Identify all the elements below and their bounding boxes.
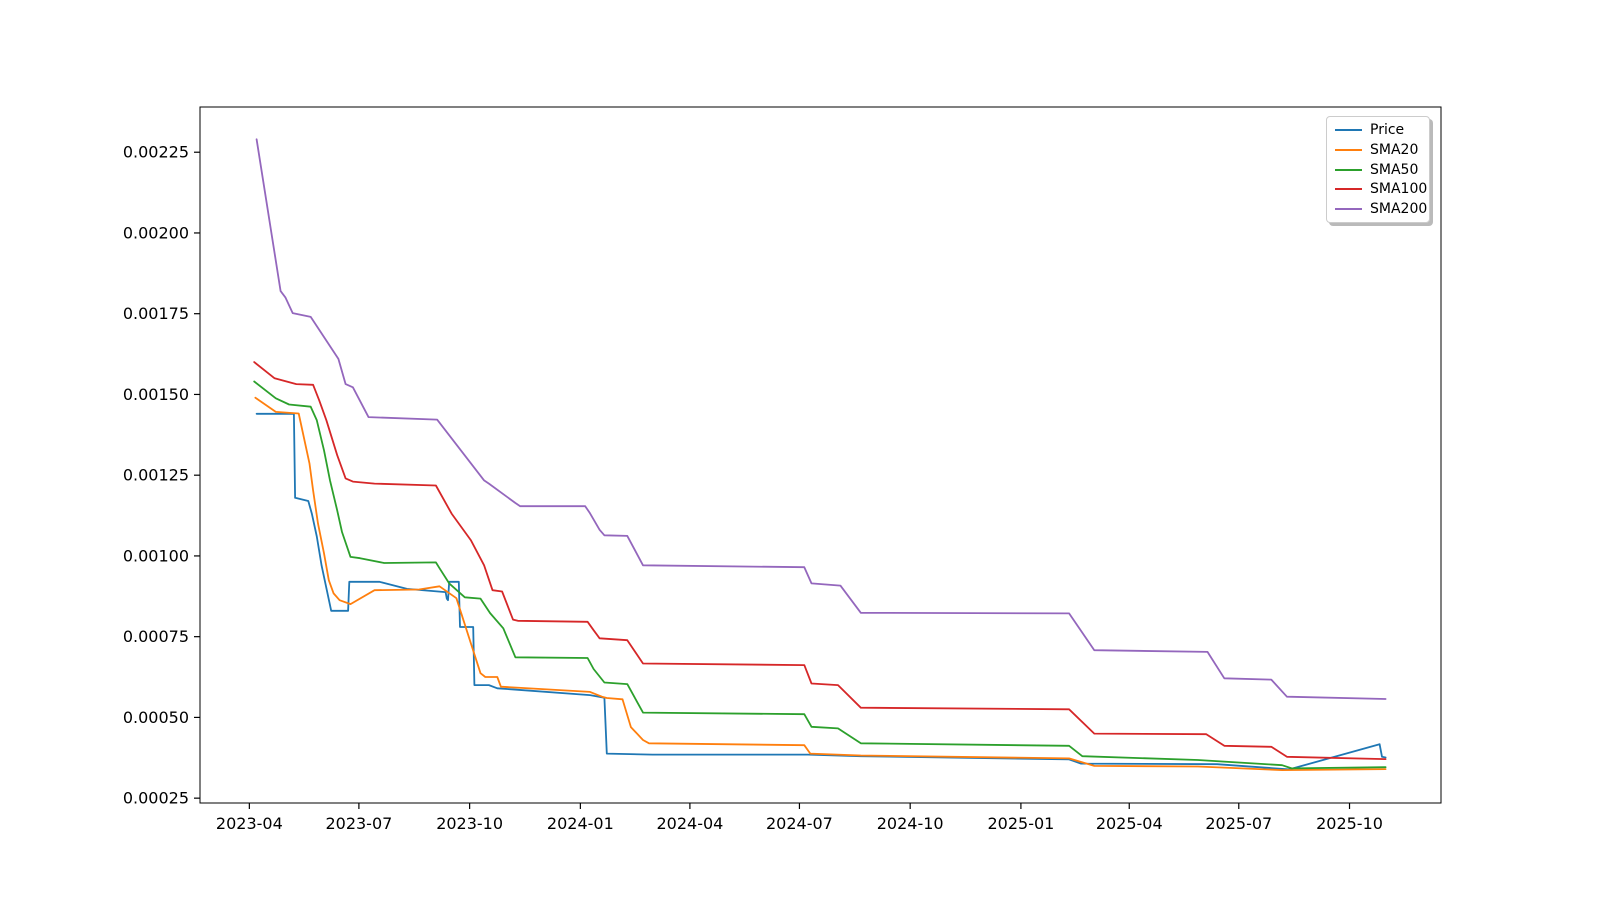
legend-label: Price (1370, 122, 1405, 138)
y-axis-tick-label: 0.00100 (123, 546, 189, 565)
legend-item-sma100: SMA100 (1335, 182, 1427, 196)
legend-item-sma20: SMA20 (1335, 143, 1421, 157)
y-axis-tick-label: 0.00225 (123, 143, 189, 162)
x-axis-tick-label: 2024-10 (877, 814, 944, 833)
x-axis-tick-label: 2025-01 (987, 814, 1054, 833)
x-axis-tick-label: 2024-07 (766, 814, 833, 833)
y-axis-tick-label: 0.00175 (123, 304, 189, 323)
y-axis-tick-label: 0.00075 (123, 627, 189, 646)
x-axis-tick-label: 2023-07 (325, 814, 392, 833)
legend-line-swatch-sma50 (1335, 168, 1362, 171)
y-axis-tick-label: 0.00125 (123, 466, 189, 485)
series-line-sma100 (253, 361, 1387, 760)
legend-label: SMA50 (1370, 161, 1419, 178)
x-axis-tick-label: 2025-04 (1096, 814, 1163, 833)
series-line-price (255, 412, 1387, 771)
legend-label: SMA100 (1370, 181, 1428, 198)
y-axis-tick-label: 0.00025 (123, 789, 189, 808)
y-axis-tick-label: 0.00050 (123, 708, 189, 727)
legend-line-swatch-sma20 (1335, 148, 1362, 151)
x-axis-tick-label: 2025-07 (1205, 814, 1272, 833)
legend: Price SMA20 SMA50 SMA100 SMA200 (1326, 116, 1430, 223)
x-axis-tick-label: 2023-04 (216, 814, 283, 833)
legend-label: SMA20 (1370, 141, 1419, 158)
legend-line-swatch-sma100 (1335, 188, 1362, 191)
legend-line-swatch-price (1335, 129, 1362, 131)
y-axis-tick-label: 0.00200 (123, 223, 189, 242)
x-axis-tick-label: 2024-04 (656, 814, 723, 833)
x-axis-tick-label: 2023-10 (436, 814, 503, 833)
legend-line-swatch-sma200 (1335, 208, 1362, 210)
series-line-sma200 (255, 138, 1387, 700)
plot-frame (199, 106, 1442, 804)
y-axis-tick-label: 0.00150 (123, 385, 189, 404)
legend-item-sma200: SMA200 (1335, 202, 1427, 216)
legend-item-sma50: SMA50 (1335, 163, 1421, 177)
x-axis-tick-label: 2024-01 (547, 814, 614, 833)
series-line-sma50 (253, 380, 1387, 770)
legend-item-price: Price (1335, 123, 1421, 137)
series-line-sma20 (254, 396, 1387, 771)
legend-label: SMA200 (1370, 201, 1428, 217)
x-axis-tick-label: 2025-10 (1316, 814, 1383, 833)
